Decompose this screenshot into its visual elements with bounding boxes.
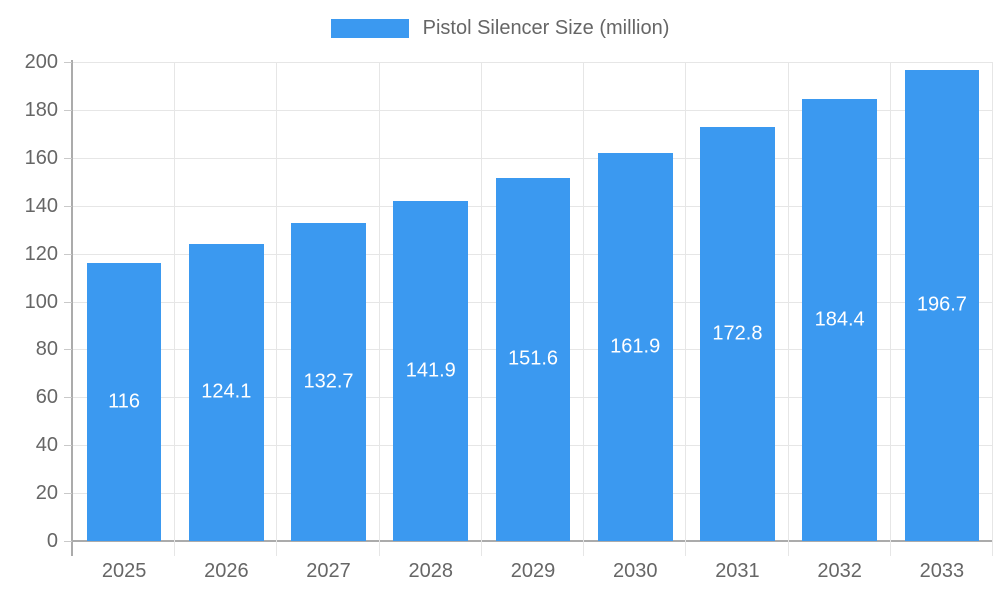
bar[interactable]: 184.4 (802, 99, 877, 541)
y-axis-label: 180 (24, 98, 58, 121)
gridline-vertical (787, 62, 789, 556)
gridline-vertical (685, 62, 687, 556)
y-tick (64, 62, 72, 63)
y-tick (64, 445, 72, 447)
bar-value-label: 172.8 (712, 322, 763, 345)
bar[interactable]: 161.9 (597, 153, 673, 541)
x-axis-label: 2029 (510, 560, 556, 582)
bar[interactable]: 124.1 (189, 243, 264, 541)
gridline-vertical (276, 62, 278, 556)
y-tick (64, 205, 72, 207)
y-axis-label: 200 (24, 51, 58, 73)
bar-value-label: 184.4 (814, 308, 865, 331)
y-axis-labels: 0 20 40 60 80 100 120 140 160 180 200 (0, 52, 58, 551)
y-axis-label: 120 (24, 242, 58, 265)
y-axis-label: 20 (35, 482, 58, 505)
y-axis-label: 40 (35, 434, 58, 457)
gridline-vertical (174, 62, 176, 556)
legend-label: Pistol Silencer Size (million) (422, 17, 670, 39)
x-axis-label: 2027 (306, 560, 351, 582)
y-tick (64, 397, 72, 399)
y-tick (64, 301, 72, 303)
gridline-horizontal (73, 157, 993, 159)
y-axis-label: 140 (24, 194, 58, 217)
bar[interactable]: 196.7 (904, 69, 980, 541)
legend-swatch-icon (330, 19, 409, 38)
gridline-vertical (480, 62, 482, 556)
x-axis-label: 2033 (919, 560, 965, 582)
y-axis-label: 60 (35, 386, 58, 409)
legend[interactable]: Pistol Silencer Size (million) (0, 17, 1000, 40)
gridline-horizontal (73, 62, 993, 63)
x-axis-label: 2028 (408, 560, 454, 582)
gridline-horizontal (73, 109, 993, 111)
bar[interactable]: 132.7 (291, 223, 366, 541)
bar[interactable]: 141.9 (393, 201, 469, 541)
plot-area: 116 124.1 132.7 141.9 151.6 161.9 172.8 184.4 19… (64, 62, 993, 556)
x-axis-label: 2025 (101, 560, 147, 582)
x-axis-labels: 2025 2026 2027 2028 2029 2030 2031 2032 2033 (73, 560, 993, 590)
y-tick (64, 493, 72, 495)
x-axis-line (71, 540, 993, 542)
bar[interactable]: 116 (86, 263, 162, 541)
bar-value-label: 161.9 (610, 335, 661, 358)
y-axis-label: 80 (35, 338, 58, 361)
bar[interactable]: 151.6 (495, 177, 571, 541)
gridline-vertical (583, 62, 585, 556)
y-axis-line (71, 60, 73, 556)
gridline-vertical (889, 62, 891, 556)
x-axis-label: 2032 (817, 560, 862, 582)
y-axis-label: 100 (24, 290, 58, 313)
x-axis-label: 2030 (612, 560, 658, 582)
bar-value-label: 116 (108, 390, 141, 413)
bar[interactable]: 172.8 (700, 127, 775, 541)
y-tick (64, 253, 72, 255)
bar-value-label: 124.1 (201, 380, 252, 403)
y-axis-label: 160 (24, 146, 58, 169)
bar-value-label: 196.7 (916, 293, 967, 316)
bar-value-label: 151.6 (507, 347, 559, 370)
x-axis-label: 2026 (204, 560, 249, 582)
bar-value-label: 141.9 (405, 359, 456, 382)
y-tick (64, 541, 72, 542)
x-axis-label: 2031 (715, 560, 760, 582)
y-axis-label: 0 (46, 530, 58, 552)
y-tick (64, 157, 72, 159)
y-tick (64, 349, 72, 351)
bar-value-label: 132.7 (303, 370, 354, 393)
gridline-vertical (992, 62, 993, 556)
y-tick (64, 109, 72, 111)
gridline-vertical (378, 62, 380, 556)
